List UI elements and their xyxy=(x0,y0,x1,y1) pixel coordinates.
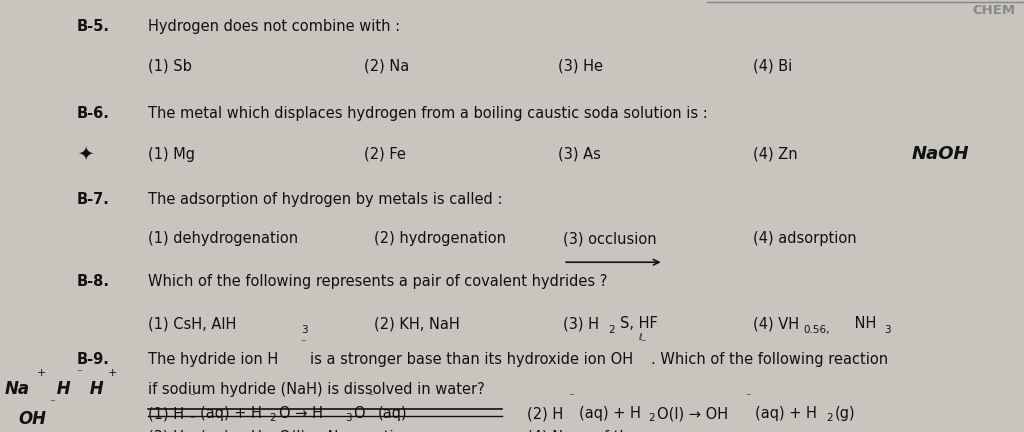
Text: O(l) → OH: O(l) → OH xyxy=(657,406,728,421)
Text: NaOH: NaOH xyxy=(911,145,969,163)
Text: (2) hydrogenation: (2) hydrogenation xyxy=(374,231,506,246)
Text: (4) Bi: (4) Bi xyxy=(753,58,792,73)
Text: NH: NH xyxy=(850,316,877,331)
Text: ⁻: ⁻ xyxy=(189,416,195,426)
Text: (2) Fe: (2) Fe xyxy=(364,147,406,162)
Text: CHEM: CHEM xyxy=(973,4,1016,17)
Text: (aq) + H: (aq) + H xyxy=(579,406,640,421)
Text: ⁻: ⁻ xyxy=(76,368,82,378)
Text: (2) H: (2) H xyxy=(527,406,563,421)
Text: (1) H: (1) H xyxy=(148,406,184,421)
Text: +: + xyxy=(108,368,117,378)
Text: (g): (g) xyxy=(835,406,855,421)
Text: ⁻: ⁻ xyxy=(640,338,645,348)
Text: (aq) + H: (aq) + H xyxy=(200,406,261,421)
Text: ⁻: ⁻ xyxy=(300,338,305,348)
Text: S, HF: S, HF xyxy=(620,316,657,331)
Text: (4) Zn: (4) Zn xyxy=(753,147,798,162)
Text: 0.56,: 0.56, xyxy=(804,324,830,335)
Text: (3) As: (3) As xyxy=(558,147,601,162)
Text: (4) VH: (4) VH xyxy=(753,316,799,331)
Text: (1) CsH, AlH: (1) CsH, AlH xyxy=(148,316,237,331)
Text: B-7.: B-7. xyxy=(77,192,110,207)
Text: ⁻: ⁻ xyxy=(745,392,751,402)
Text: B-8.: B-8. xyxy=(77,274,110,289)
Text: (aq): (aq) xyxy=(378,406,408,421)
Text: if sodium hydride (NaH) is dissolved in water?: if sodium hydride (NaH) is dissolved in … xyxy=(148,382,485,397)
Text: (aq) + H: (aq) + H xyxy=(200,430,261,432)
Text: 3: 3 xyxy=(301,324,307,335)
Text: The adsorption of hydrogen by metals is called :: The adsorption of hydrogen by metals is … xyxy=(148,192,503,207)
Text: ✦: ✦ xyxy=(77,145,93,164)
Text: (aq) + H: (aq) + H xyxy=(755,406,816,421)
Text: (3) H: (3) H xyxy=(563,316,599,331)
Text: Na: Na xyxy=(5,380,31,398)
Text: Which of the following represents a pair of covalent hydrides ?: Which of the following represents a pair… xyxy=(148,274,608,289)
Text: is a stronger base than its hydroxide ion OH: is a stronger base than its hydroxide io… xyxy=(310,352,634,367)
Text: (3) H: (3) H xyxy=(148,430,184,432)
Text: B-6.: B-6. xyxy=(77,106,110,121)
Text: B-9.: B-9. xyxy=(77,352,110,367)
Text: ⁻: ⁻ xyxy=(189,392,195,402)
Text: 2: 2 xyxy=(648,413,654,423)
Text: ⁻: ⁻ xyxy=(369,392,374,402)
Text: 2: 2 xyxy=(826,413,833,423)
Text: +: + xyxy=(37,368,46,378)
Text: (2) Na: (2) Na xyxy=(364,58,409,73)
Text: 3: 3 xyxy=(345,413,351,423)
Text: ⁻: ⁻ xyxy=(568,392,573,402)
Text: ℓ: ℓ xyxy=(638,334,642,343)
Text: (3) occlusion: (3) occlusion xyxy=(563,231,656,246)
Text: . Which of the following reaction: . Which of the following reaction xyxy=(651,352,889,367)
Text: (4) None of these: (4) None of these xyxy=(527,430,655,432)
Text: 3: 3 xyxy=(884,324,890,335)
Text: The metal which displaces hydrogen from a boiling caustic soda solution is :: The metal which displaces hydrogen from … xyxy=(148,106,709,121)
Text: O(l) → No reaction: O(l) → No reaction xyxy=(279,430,412,432)
Text: (1) dehydrogenation: (1) dehydrogenation xyxy=(148,231,299,246)
Text: ⁻: ⁻ xyxy=(49,398,55,408)
Text: (4) adsorption: (4) adsorption xyxy=(753,231,856,246)
Text: (1) Sb: (1) Sb xyxy=(148,58,193,73)
Text: H: H xyxy=(51,380,71,398)
Text: (3) He: (3) He xyxy=(558,58,603,73)
Text: (1) Mg: (1) Mg xyxy=(148,147,196,162)
Text: O → H: O → H xyxy=(279,406,323,421)
Text: O: O xyxy=(353,406,365,421)
Text: The hydride ion H: The hydride ion H xyxy=(148,352,279,367)
Text: Hydrogen does not combine with :: Hydrogen does not combine with : xyxy=(148,19,400,35)
Text: B-5.: B-5. xyxy=(77,19,110,35)
Text: 2: 2 xyxy=(269,413,275,423)
Text: H: H xyxy=(84,380,103,398)
Text: OH: OH xyxy=(18,410,46,429)
Text: 2: 2 xyxy=(608,324,614,335)
Text: (2) KH, NaH: (2) KH, NaH xyxy=(374,316,460,331)
